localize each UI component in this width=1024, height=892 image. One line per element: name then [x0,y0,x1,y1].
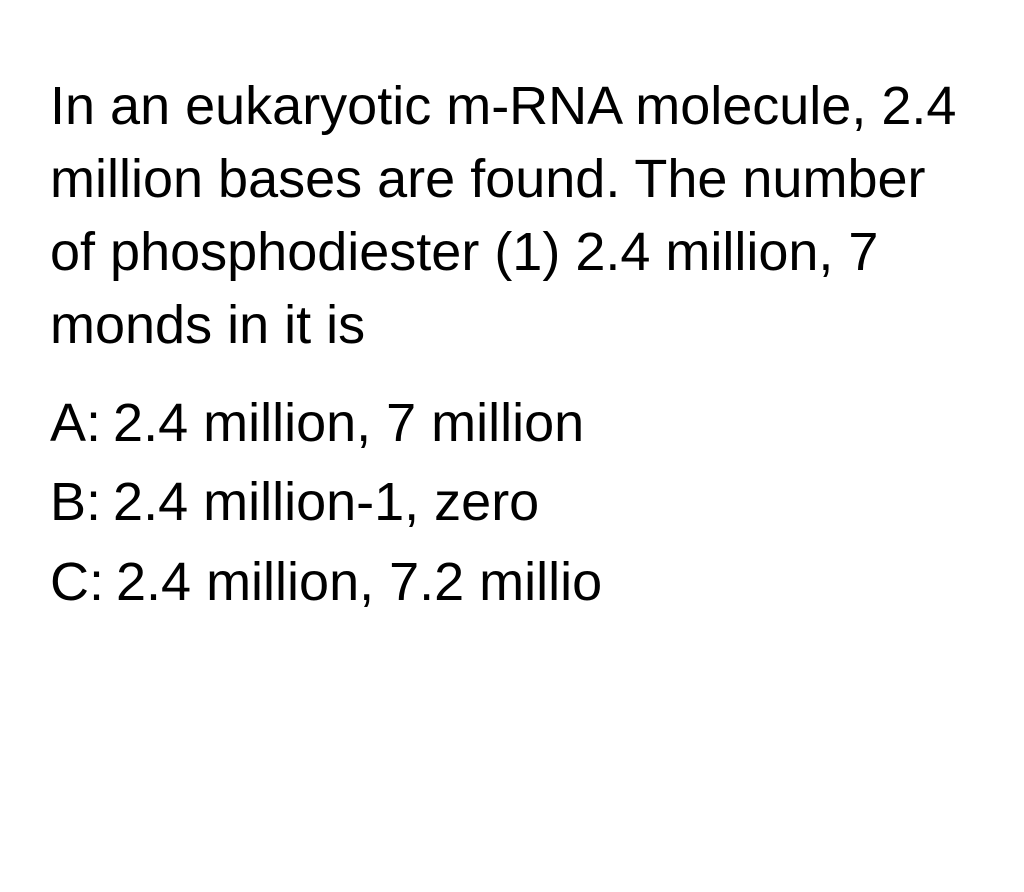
option-a: A: 2.4 million, 7 million [50,386,974,462]
option-b: B: 2.4 million-1, zero [50,465,974,541]
option-a-label: A: [50,386,101,462]
option-a-text: 2.4 million, 7 million [113,386,974,462]
question-text: In an eukaryotic m-RNA molecule, 2.4 mil… [50,70,974,362]
option-c-label: C: [50,545,104,621]
option-c-text: 2.4 million, 7.2 millio [116,545,974,621]
option-b-label: B: [50,465,101,541]
option-c: C: 2.4 million, 7.2 millio [50,545,974,621]
option-b-text: 2.4 million-1, zero [113,465,974,541]
